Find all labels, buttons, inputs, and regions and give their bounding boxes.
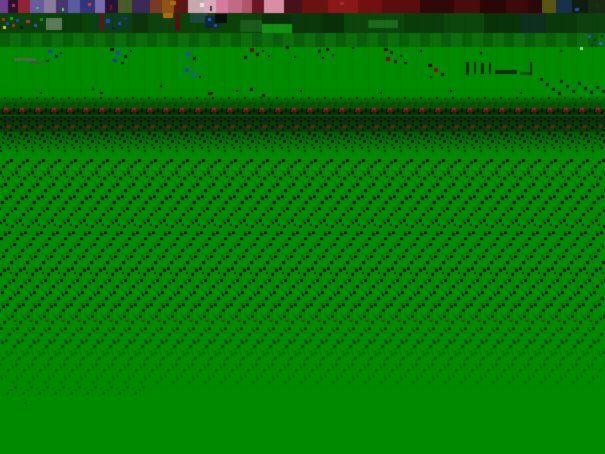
glitch-canvas xyxy=(0,0,605,454)
glitch-screenshot xyxy=(0,0,605,454)
